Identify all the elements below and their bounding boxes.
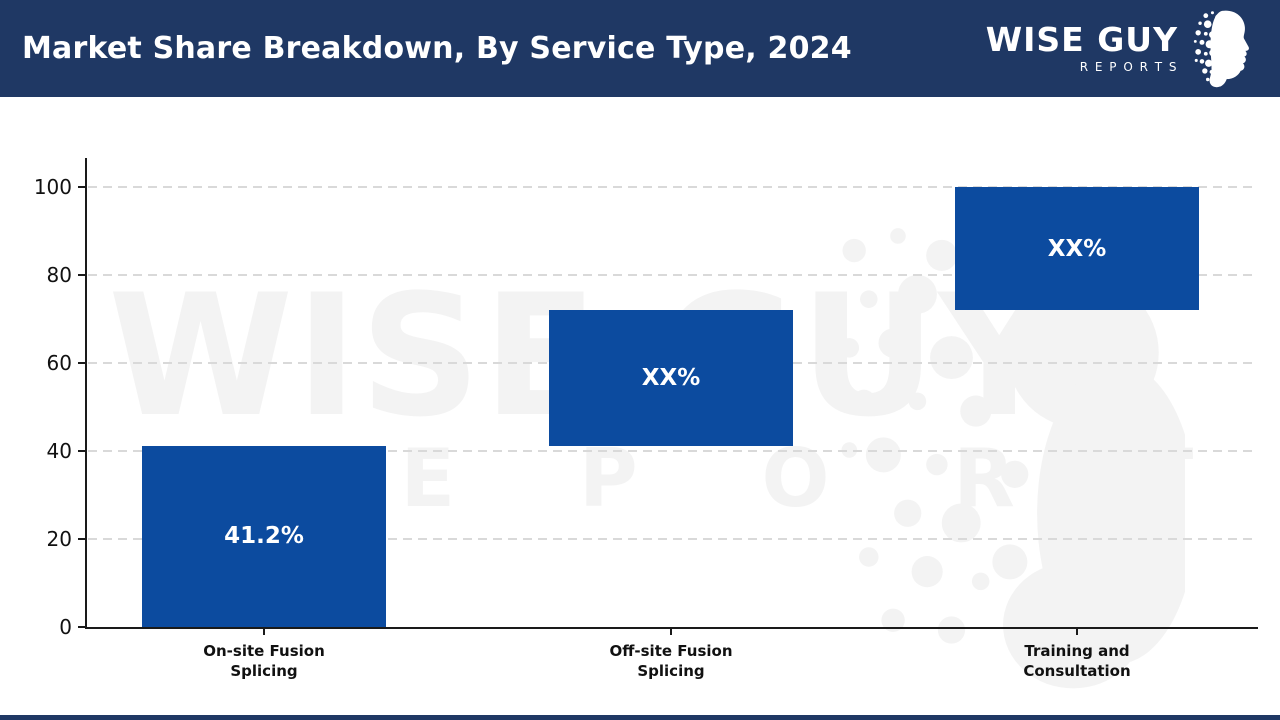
watermark-face-graphic	[839, 228, 1185, 689]
y-tick-label: 60	[46, 351, 72, 375]
y-axis-line	[85, 158, 87, 629]
y-tick-mark	[78, 450, 85, 452]
category-label-line: Splicing	[637, 662, 705, 680]
category-label-line: On-site Fusion	[203, 642, 325, 660]
market-share-bar: XX%	[549, 310, 793, 446]
report-header: Market Share Breakdown, By Service Type,…	[0, 0, 1280, 97]
y-tick-mark	[78, 538, 85, 540]
y-tick-label: 100	[33, 175, 72, 199]
logo-subtext: R E P O R T S	[1079, 60, 1178, 74]
category-label-line: Off-site Fusion	[609, 642, 733, 660]
bar-value-label: XX%	[1047, 235, 1107, 262]
y-tick-mark	[78, 362, 85, 364]
bar-value-label: XX%	[641, 364, 701, 391]
x-axis-line	[85, 627, 1258, 629]
category-label: Off-site Fusion Splicing	[541, 641, 801, 681]
category-label-line: Splicing	[230, 662, 298, 680]
y-tick-label: 40	[46, 439, 72, 463]
y-gridline	[88, 538, 1258, 540]
y-gridline	[88, 450, 1258, 452]
y-tick-label: 80	[46, 263, 72, 287]
chart-title: Market Share Breakdown, By Service Type,…	[22, 31, 852, 66]
x-tick-mark	[1076, 629, 1078, 635]
logo-face-icon	[1193, 10, 1249, 87]
y-tick-label: 0	[59, 615, 72, 639]
category-label-line: Training and	[1024, 642, 1130, 660]
footer-accent-bar	[0, 715, 1280, 720]
category-label: On-site Fusion Splicing	[134, 641, 394, 681]
market-share-bar: 41.2%	[142, 445, 386, 627]
market-share-bar: XX%	[955, 187, 1199, 311]
y-tick-mark	[78, 626, 85, 628]
x-tick-mark	[263, 629, 265, 635]
y-tick-mark	[78, 186, 85, 188]
wiseguy-logo: WISE GUY R E P O R T S	[986, 8, 1258, 90]
y-gridline	[88, 186, 1258, 188]
bar-value-label: 41.2%	[224, 523, 304, 550]
y-tick-mark	[78, 274, 85, 276]
x-tick-mark	[670, 629, 672, 635]
logo-text: WISE GUY R E P O R T S	[985, 20, 1178, 75]
y-gridline	[88, 274, 1258, 276]
y-tick-label: 20	[46, 527, 72, 551]
logo-wordmark: WISE GUY	[985, 20, 1178, 59]
category-label-line: Consultation	[1023, 662, 1131, 680]
category-label: Training and Consultation	[947, 641, 1207, 681]
